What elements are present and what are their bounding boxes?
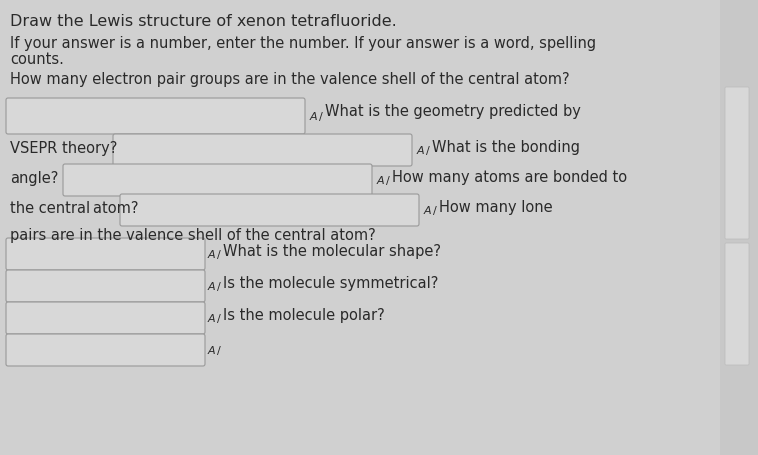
Text: What is the molecular shape?: What is the molecular shape? — [223, 244, 441, 259]
Text: What is the bonding: What is the bonding — [432, 140, 580, 155]
Text: /: / — [386, 176, 390, 186]
Text: the central atom?: the central atom? — [10, 201, 139, 216]
FancyBboxPatch shape — [6, 98, 305, 134]
Text: /: / — [217, 346, 221, 356]
Text: A: A — [309, 112, 317, 122]
Text: Is the molecule symmetrical?: Is the molecule symmetrical? — [223, 276, 438, 291]
FancyBboxPatch shape — [0, 0, 720, 455]
Text: A: A — [424, 206, 431, 216]
FancyBboxPatch shape — [113, 134, 412, 166]
Text: A: A — [208, 282, 215, 292]
Text: A: A — [377, 176, 384, 186]
Text: A: A — [208, 314, 215, 324]
FancyBboxPatch shape — [725, 87, 749, 239]
FancyBboxPatch shape — [725, 243, 749, 365]
Text: pairs are in the valence shell of the central atom?: pairs are in the valence shell of the ce… — [10, 228, 376, 243]
Text: /: / — [433, 206, 437, 216]
Text: /: / — [319, 112, 323, 122]
Text: /: / — [217, 282, 221, 292]
Text: /: / — [217, 250, 221, 260]
FancyBboxPatch shape — [6, 270, 205, 302]
Text: A: A — [208, 250, 215, 260]
Text: /: / — [217, 314, 221, 324]
FancyBboxPatch shape — [6, 238, 205, 270]
FancyBboxPatch shape — [120, 194, 419, 226]
FancyBboxPatch shape — [6, 334, 205, 366]
Text: If your answer is a number, enter the number. If your answer is a word, spelling: If your answer is a number, enter the nu… — [10, 36, 596, 51]
Text: VSEPR theory?: VSEPR theory? — [10, 141, 117, 156]
Text: Is the molecule polar?: Is the molecule polar? — [223, 308, 385, 323]
Text: How many atoms are bonded to: How many atoms are bonded to — [392, 170, 627, 185]
Text: How many lone: How many lone — [439, 200, 553, 215]
Text: A: A — [208, 346, 215, 356]
Text: How many electron pair groups are in the valence shell of the central atom?: How many electron pair groups are in the… — [10, 72, 569, 87]
Text: Draw the Lewis structure of xenon tetrafluoride.: Draw the Lewis structure of xenon tetraf… — [10, 14, 396, 29]
FancyBboxPatch shape — [63, 164, 372, 196]
Text: A: A — [416, 146, 424, 156]
Text: /: / — [426, 146, 430, 156]
Text: counts.: counts. — [10, 52, 64, 67]
Text: angle?: angle? — [10, 171, 58, 186]
FancyBboxPatch shape — [6, 302, 205, 334]
Text: What is the geometry predicted by: What is the geometry predicted by — [325, 104, 581, 119]
